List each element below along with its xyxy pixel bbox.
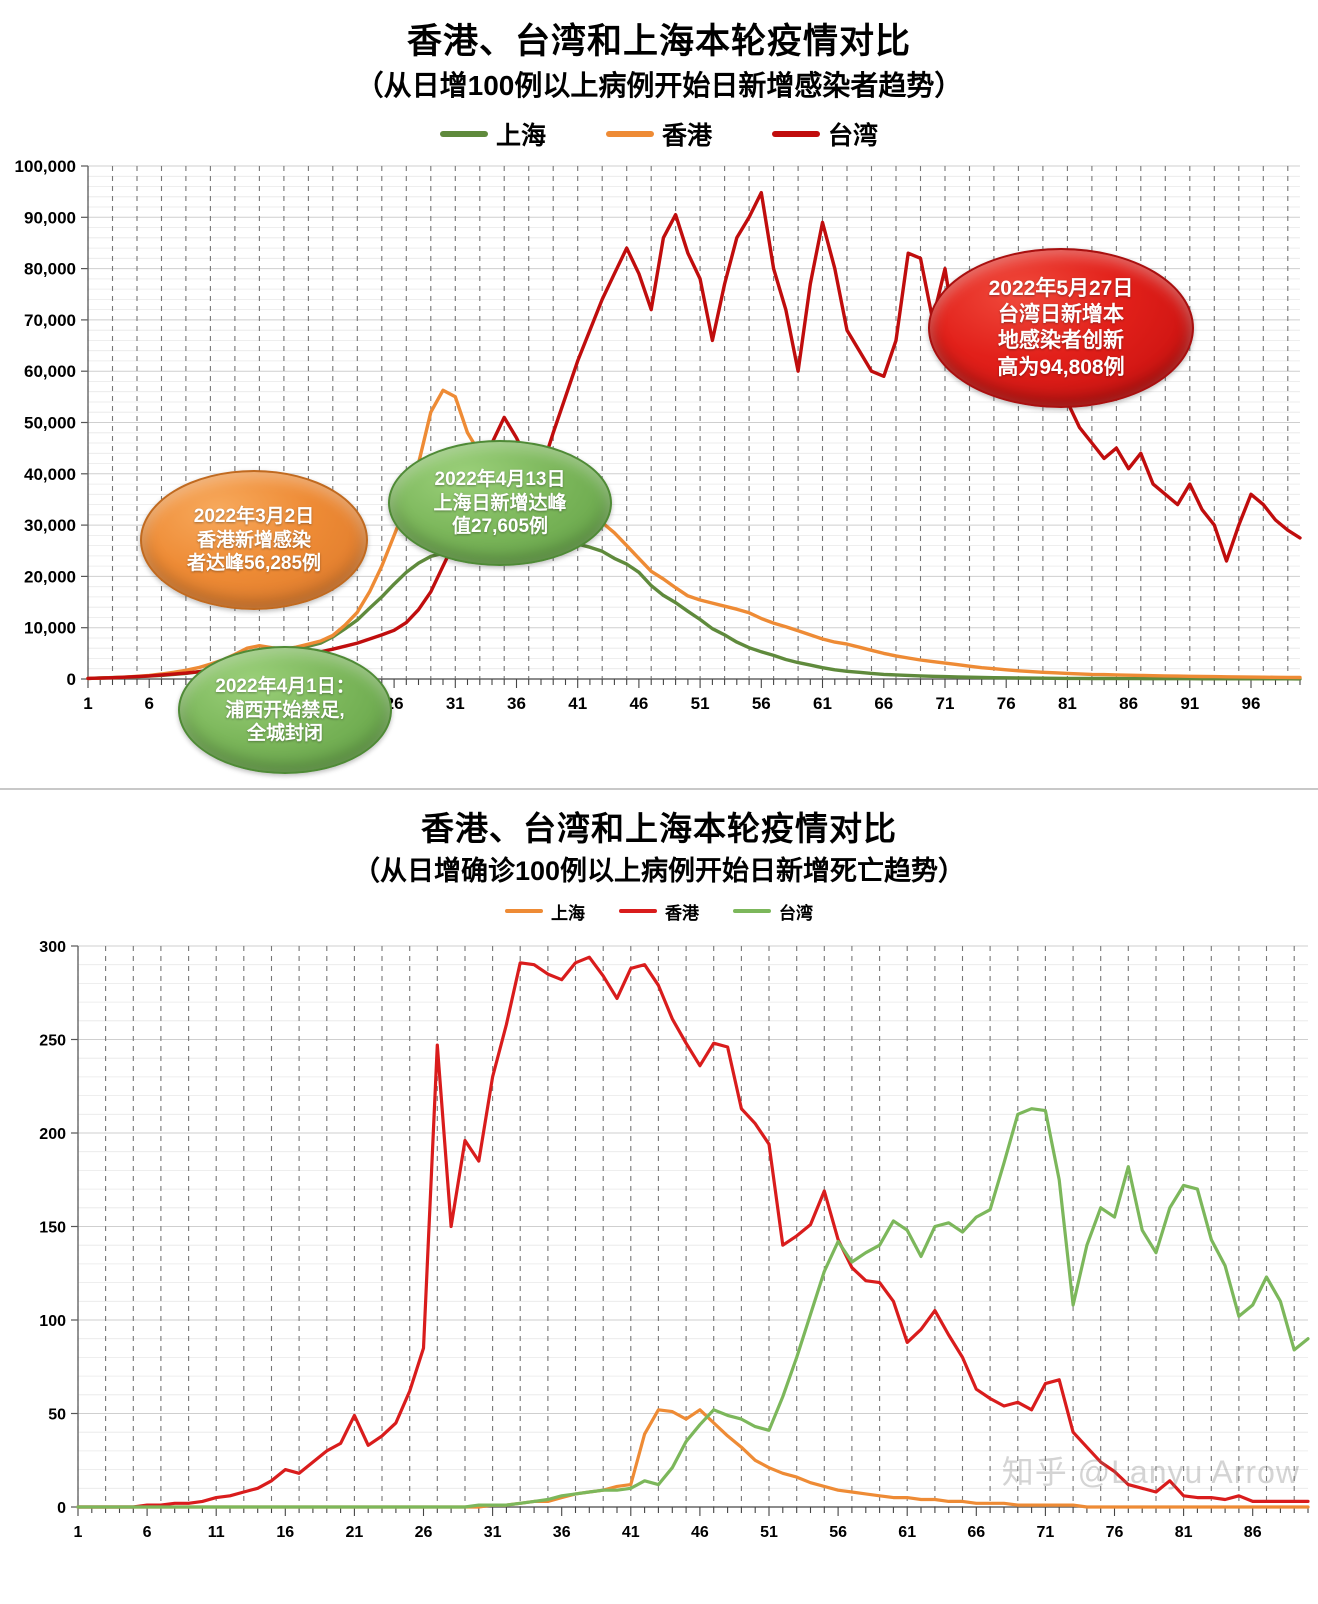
legend2-swatch-shanghai bbox=[505, 909, 543, 914]
svg-text:100: 100 bbox=[39, 1313, 66, 1330]
svg-text:36: 36 bbox=[553, 1524, 571, 1541]
legend2-item-hongkong[interactable]: 香港 bbox=[619, 899, 699, 924]
svg-text:20,000: 20,000 bbox=[24, 568, 76, 587]
svg-text:250: 250 bbox=[39, 1032, 66, 1049]
legend-label-taiwan: 台湾 bbox=[828, 122, 879, 151]
svg-text:91: 91 bbox=[1180, 694, 1199, 713]
callout-green-lock-line-1: 2022年4月1日： bbox=[215, 675, 355, 697]
svg-text:70,000: 70,000 bbox=[24, 311, 76, 330]
legend2-label-shanghai: 上海 bbox=[551, 903, 585, 923]
svg-text:76: 76 bbox=[1106, 1524, 1124, 1541]
callout-red-line-4: 高为94,808例 bbox=[997, 355, 1125, 379]
svg-text:51: 51 bbox=[691, 694, 710, 713]
callout-red-line-3: 地感染者创新 bbox=[998, 329, 1124, 353]
callout-orange-line-3: 者达峰56,285例 bbox=[186, 553, 322, 575]
svg-text:0: 0 bbox=[67, 670, 76, 689]
svg-text:46: 46 bbox=[629, 694, 648, 713]
svg-text:36: 36 bbox=[507, 694, 526, 713]
callout-green-peak-line-1: 2022年4月13日 bbox=[434, 468, 566, 490]
legend-item-taiwan[interactable]: 台湾 bbox=[772, 116, 878, 152]
legend-swatch-taiwan bbox=[772, 131, 820, 138]
chart-1-title: 香港、台湾和上海本轮疫情对比 bbox=[406, 22, 911, 61]
legend2-label-taiwan: 台湾 bbox=[779, 903, 813, 923]
legend-item-shanghai[interactable]: 上海 bbox=[439, 116, 546, 152]
svg-text:56: 56 bbox=[752, 694, 771, 713]
callout-green-peak-line-3: 值27,605例 bbox=[451, 516, 549, 538]
svg-text:66: 66 bbox=[967, 1524, 985, 1541]
svg-text:31: 31 bbox=[446, 694, 465, 713]
chart-1-plot-area: 0 10,000 20,000 30,000 40,000 50,000 60,000 70,… bbox=[0, 152, 1318, 775]
svg-text:150: 150 bbox=[39, 1219, 66, 1236]
callout-red-line-2: 台湾日新增本 bbox=[998, 303, 1124, 327]
chart-1-svg: 0 10,000 20,000 30,000 40,000 50,000 60,000 70,… bbox=[15, 157, 1302, 713]
svg-text:6: 6 bbox=[144, 694, 153, 713]
chart-2-subtitle: （从日增确诊100例以上病例开始日新增死亡趋势） bbox=[352, 855, 966, 886]
chart-panel-deaths: 香港、台湾和上海本轮疫情对比 （从日增确诊100例以上病例开始日新增死亡趋势） … bbox=[0, 790, 1318, 1604]
svg-text:46: 46 bbox=[691, 1524, 709, 1541]
svg-text:1: 1 bbox=[83, 694, 92, 713]
legend-swatch-shanghai bbox=[439, 131, 488, 138]
svg-text:26: 26 bbox=[415, 1524, 433, 1541]
svg-text:10,000: 10,000 bbox=[24, 619, 76, 638]
svg-text:66: 66 bbox=[874, 694, 893, 713]
svg-text:41: 41 bbox=[568, 694, 587, 713]
legend2-label-hongkong: 香港 bbox=[665, 903, 699, 923]
svg-text:61: 61 bbox=[898, 1524, 916, 1541]
svg-text:51: 51 bbox=[760, 1524, 778, 1541]
callout-shanghai-lockdown: 2022年4月1日： 浦西开始禁足, 全城封闭 bbox=[178, 646, 392, 775]
svg-text:71: 71 bbox=[936, 694, 955, 713]
legend-swatch-hongkong bbox=[605, 131, 654, 138]
legend2-item-taiwan[interactable]: 台湾 bbox=[733, 899, 813, 924]
svg-text:81: 81 bbox=[1058, 694, 1077, 713]
chart-2-plot-area: 0 50 100 150 200 250 300 1 6 11 16 21 26 31 36 41 46 51 56… bbox=[0, 924, 1318, 1559]
svg-text:16: 16 bbox=[276, 1524, 294, 1541]
svg-text:50: 50 bbox=[48, 1406, 66, 1423]
svg-text:86: 86 bbox=[1119, 694, 1138, 713]
svg-text:86: 86 bbox=[1244, 1524, 1262, 1541]
svg-text:6: 6 bbox=[143, 1524, 152, 1541]
callout-orange-line-1: 2022年3月2日 bbox=[193, 505, 315, 527]
legend2-item-shanghai[interactable]: 上海 bbox=[505, 899, 585, 924]
callout-taiwan-peak: 2022年5月27日 台湾日新增本 地感染者创新 高为94,808例 bbox=[928, 248, 1194, 409]
svg-text:0: 0 bbox=[57, 1500, 66, 1517]
svg-text:60,000: 60,000 bbox=[24, 363, 76, 382]
svg-text:71: 71 bbox=[1037, 1524, 1055, 1541]
svg-text:61: 61 bbox=[813, 694, 832, 713]
svg-text:300: 300 bbox=[39, 939, 66, 956]
svg-text:200: 200 bbox=[39, 1126, 66, 1143]
legend2-swatch-taiwan bbox=[733, 909, 771, 914]
svg-text:30,000: 30,000 bbox=[24, 517, 76, 536]
legend2-swatch-hongkong bbox=[619, 909, 657, 914]
callout-red-line-1: 2022年5月27日 bbox=[988, 276, 1134, 300]
svg-text:76: 76 bbox=[997, 694, 1016, 713]
chart-panel-infections: 香港、台湾和上海本轮疫情对比 （从日增100例以上病例开始日新增感染者趋势） 上… bbox=[0, 0, 1318, 790]
chart-1-subtitle: （从日增100例以上病例开始日新增感染者趋势） bbox=[355, 70, 963, 102]
chart-2-legend: 上海 香港 台湾 bbox=[0, 899, 1318, 924]
svg-text:21: 21 bbox=[346, 1524, 364, 1541]
callout-shanghai-peak: 2022年4月13日 上海日新增达峰 值27,605例 bbox=[388, 440, 612, 567]
callout-hongkong-peak: 2022年3月2日 香港新增感染 者达峰56,285例 bbox=[140, 470, 368, 611]
svg-text:80,000: 80,000 bbox=[24, 260, 76, 279]
svg-text:50,000: 50,000 bbox=[24, 414, 76, 433]
svg-text:56: 56 bbox=[829, 1524, 847, 1541]
callout-green-lock-line-2: 浦西开始禁足, bbox=[225, 699, 345, 721]
callout-green-peak-line-2: 上海日新增达峰 bbox=[433, 492, 567, 514]
svg-text:96: 96 bbox=[1242, 694, 1261, 713]
chart-1-legend: 上海 香港 台湾 bbox=[0, 116, 1318, 152]
svg-text:81: 81 bbox=[1175, 1524, 1193, 1541]
svg-text:1: 1 bbox=[74, 1524, 83, 1541]
svg-text:90,000: 90,000 bbox=[24, 209, 76, 228]
legend-label-hongkong: 香港 bbox=[661, 122, 712, 151]
svg-text:31: 31 bbox=[484, 1524, 502, 1541]
svg-text:100,000: 100,000 bbox=[15, 157, 76, 176]
legend-label-shanghai: 上海 bbox=[495, 122, 546, 151]
svg-text:11: 11 bbox=[208, 1524, 225, 1541]
callout-orange-line-2: 香港新增感染 bbox=[196, 529, 311, 551]
legend-item-hongkong[interactable]: 香港 bbox=[605, 116, 712, 152]
callout-green-lock-line-3: 全城封闭 bbox=[246, 723, 323, 745]
chart-2-title: 香港、台湾和上海本轮疫情对比 bbox=[421, 810, 897, 847]
svg-text:41: 41 bbox=[622, 1524, 640, 1541]
svg-text:40,000: 40,000 bbox=[24, 465, 76, 484]
